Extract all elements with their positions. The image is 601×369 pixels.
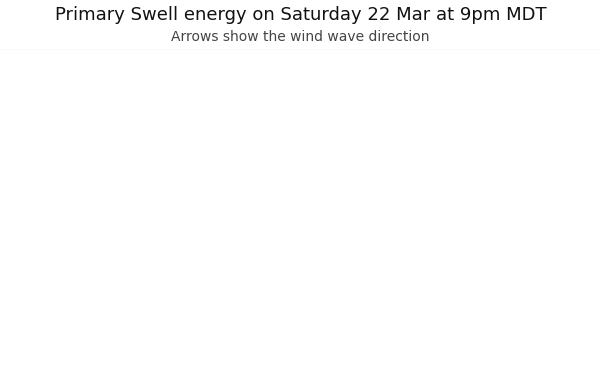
Text: Arrows show the wind wave direction: Arrows show the wind wave direction: [171, 30, 430, 44]
Text: cartopy required: cartopy required: [243, 203, 358, 216]
Text: Primary Swell energy on Saturday 22 Mar at 9pm MDT: Primary Swell energy on Saturday 22 Mar …: [55, 6, 546, 24]
